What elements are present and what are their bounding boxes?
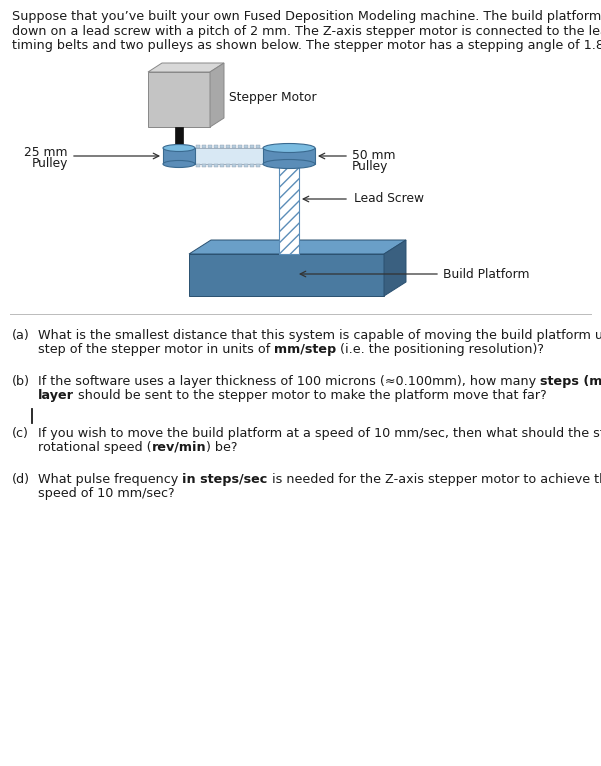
Polygon shape bbox=[256, 145, 260, 148]
Text: 25 mm: 25 mm bbox=[25, 146, 68, 159]
Text: rev/min: rev/min bbox=[151, 441, 206, 454]
Text: What pulse frequency: What pulse frequency bbox=[38, 473, 182, 486]
Polygon shape bbox=[148, 63, 224, 72]
Polygon shape bbox=[232, 145, 236, 148]
Text: should be sent to the stepper motor to make the platform move that far?: should be sent to the stepper motor to m… bbox=[74, 389, 547, 402]
Text: (c): (c) bbox=[12, 427, 29, 440]
Polygon shape bbox=[279, 164, 299, 254]
Polygon shape bbox=[263, 148, 315, 164]
Text: steps (motor pulses) per: steps (motor pulses) per bbox=[540, 375, 601, 388]
Text: Lead Screw: Lead Screw bbox=[354, 192, 424, 205]
Polygon shape bbox=[208, 164, 212, 167]
Text: ) be?: ) be? bbox=[206, 441, 238, 454]
Polygon shape bbox=[244, 164, 248, 167]
Text: Suppose that you’ve built your own Fused Deposition Modeling machine. The build : Suppose that you’ve built your own Fused… bbox=[12, 10, 601, 23]
Text: If the software uses a layer thickness of 100 microns (≈0.100mm), how many: If the software uses a layer thickness o… bbox=[38, 375, 540, 388]
Text: in steps/sec: in steps/sec bbox=[182, 473, 267, 486]
Ellipse shape bbox=[263, 143, 315, 152]
Polygon shape bbox=[189, 254, 384, 296]
Text: (a): (a) bbox=[12, 329, 30, 342]
Polygon shape bbox=[220, 145, 224, 148]
Text: (d): (d) bbox=[12, 473, 30, 486]
Polygon shape bbox=[163, 148, 195, 164]
Polygon shape bbox=[250, 164, 254, 167]
Text: down on a lead screw with a pitch of 2 mm. The Z-axis stepper motor is connected: down on a lead screw with a pitch of 2 m… bbox=[12, 25, 601, 38]
Polygon shape bbox=[196, 145, 200, 148]
Polygon shape bbox=[250, 145, 254, 148]
Polygon shape bbox=[232, 164, 236, 167]
Polygon shape bbox=[244, 145, 248, 148]
Text: If you wish to move the build platform at a speed of 10 mm/sec, then what should: If you wish to move the build platform a… bbox=[38, 427, 601, 440]
Polygon shape bbox=[148, 72, 210, 127]
Polygon shape bbox=[202, 145, 206, 148]
Text: step of the stepper motor in units of: step of the stepper motor in units of bbox=[38, 343, 274, 356]
Polygon shape bbox=[208, 145, 212, 148]
Polygon shape bbox=[202, 164, 206, 167]
Text: is needed for the Z-axis stepper motor to achieve the desired travel: is needed for the Z-axis stepper motor t… bbox=[267, 473, 601, 486]
Polygon shape bbox=[256, 164, 260, 167]
Text: 50 mm: 50 mm bbox=[352, 149, 395, 162]
Polygon shape bbox=[238, 145, 242, 148]
Text: What is the smallest distance that this system is capable of moving the build pl: What is the smallest distance that this … bbox=[38, 329, 601, 342]
Polygon shape bbox=[214, 145, 218, 148]
Polygon shape bbox=[210, 63, 224, 127]
Polygon shape bbox=[384, 240, 406, 296]
Polygon shape bbox=[238, 164, 242, 167]
Text: (i.e. the positioning resolution)?: (i.e. the positioning resolution)? bbox=[337, 343, 545, 356]
Polygon shape bbox=[220, 164, 224, 167]
Polygon shape bbox=[196, 164, 200, 167]
Text: Pulley: Pulley bbox=[352, 160, 388, 173]
Polygon shape bbox=[189, 240, 406, 254]
Text: mm/step: mm/step bbox=[274, 343, 337, 356]
Text: timing belts and two pulleys as shown below. The stepper motor has a stepping an: timing belts and two pulleys as shown be… bbox=[12, 39, 601, 52]
Text: rotational speed (: rotational speed ( bbox=[38, 441, 151, 454]
Text: Build Platform: Build Platform bbox=[443, 267, 529, 280]
Ellipse shape bbox=[163, 161, 195, 168]
Polygon shape bbox=[226, 145, 230, 148]
Text: Stepper Motor: Stepper Motor bbox=[229, 90, 317, 103]
Text: layer: layer bbox=[38, 389, 74, 402]
Polygon shape bbox=[214, 164, 218, 167]
Polygon shape bbox=[175, 127, 183, 147]
Ellipse shape bbox=[263, 159, 315, 169]
Polygon shape bbox=[195, 148, 263, 164]
Text: Pulley: Pulley bbox=[32, 157, 68, 170]
Ellipse shape bbox=[163, 145, 195, 152]
Text: speed of 10 mm/sec?: speed of 10 mm/sec? bbox=[38, 487, 175, 500]
Polygon shape bbox=[226, 164, 230, 167]
Text: (b): (b) bbox=[12, 375, 30, 388]
